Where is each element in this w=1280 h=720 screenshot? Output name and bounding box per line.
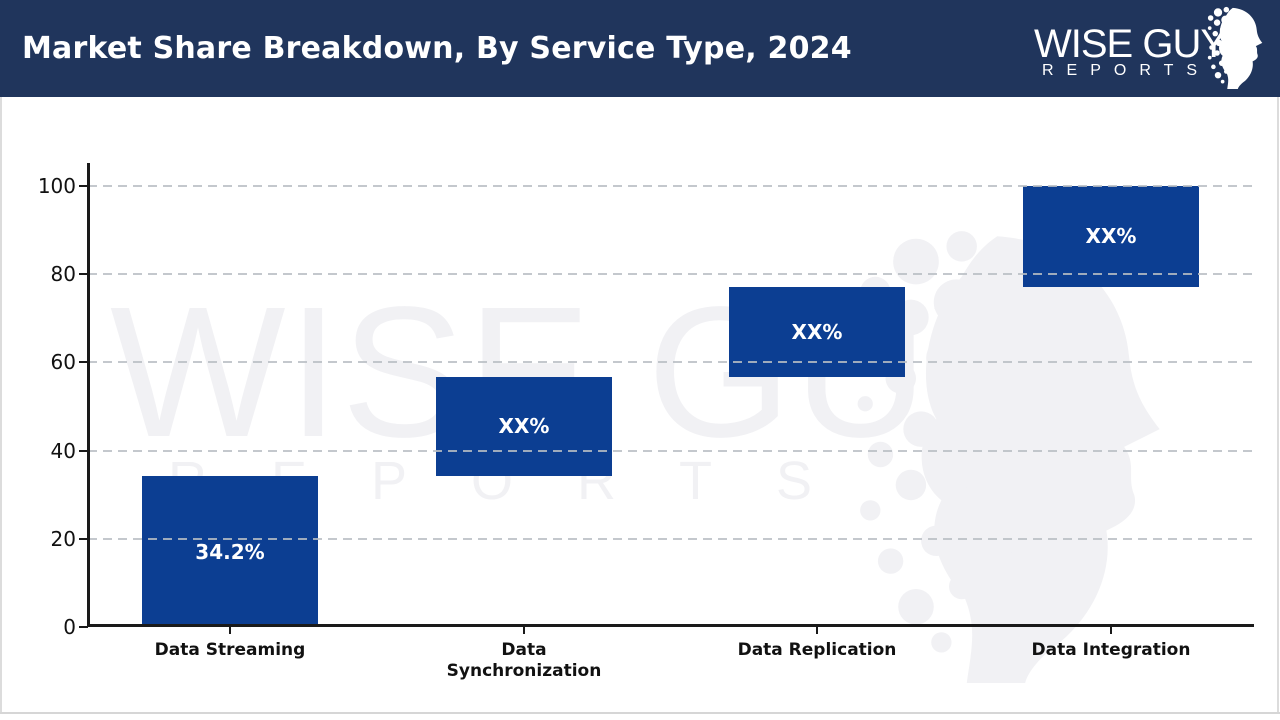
y-axis-tick [79,361,88,364]
bar-value-label: XX% [791,319,843,344]
bar [142,476,318,627]
y-axis-tick [79,449,88,452]
y-tick-label: 20 [50,526,76,551]
x-axis-tick [229,627,231,634]
y-axis-tick [79,537,88,540]
gridline [88,537,1254,540]
y-axis-line [87,163,90,627]
category-label: Data Synchronization [424,640,624,682]
header: Market Share Breakdown, By Service Type,… [0,0,1280,97]
gridline [88,185,1254,187]
category-label-line: Data Replication [737,640,897,660]
y-tick-label: 60 [50,350,76,375]
y-axis-tick [79,185,88,187]
gridline [88,449,1254,452]
category-label-line: Data Integration [1031,640,1191,660]
page-title: Market Share Breakdown, By Service Type,… [22,31,852,66]
frame-border-right [1277,97,1279,714]
frame-border-bottom [0,712,1280,714]
gridline [88,273,1254,276]
category-label: Data Integration [1011,640,1211,661]
category-label: Data Replication [717,640,917,661]
frame-border-left [0,97,2,714]
bar-value-label: XX% [498,414,550,439]
x-axis-tick [1110,627,1112,634]
y-tick-label: 80 [50,262,76,287]
y-tick-label: 100 [37,174,76,198]
brand-logo-subtitle: REPORTS [1042,62,1211,79]
bar-value-label: XX% [1085,224,1137,249]
y-axis-tick [79,626,88,628]
gridline [88,361,1254,364]
category-label-line: Data Streaming [154,640,306,660]
category-label-line: Data [501,640,547,660]
bar [436,376,612,477]
category-label-line: Synchronization [446,661,602,681]
bar [1023,186,1199,287]
x-axis-tick [816,627,818,634]
category-label: Data Streaming [130,640,330,661]
brand-logo-name: WISE GUY [1034,22,1227,66]
x-axis-tick [523,627,525,634]
y-tick-label: 0 [63,615,76,639]
y-tick-label: 40 [50,438,76,463]
y-axis-tick [79,273,88,276]
x-axis-line [88,624,1254,627]
bar-value-label: 34.2% [195,539,265,564]
